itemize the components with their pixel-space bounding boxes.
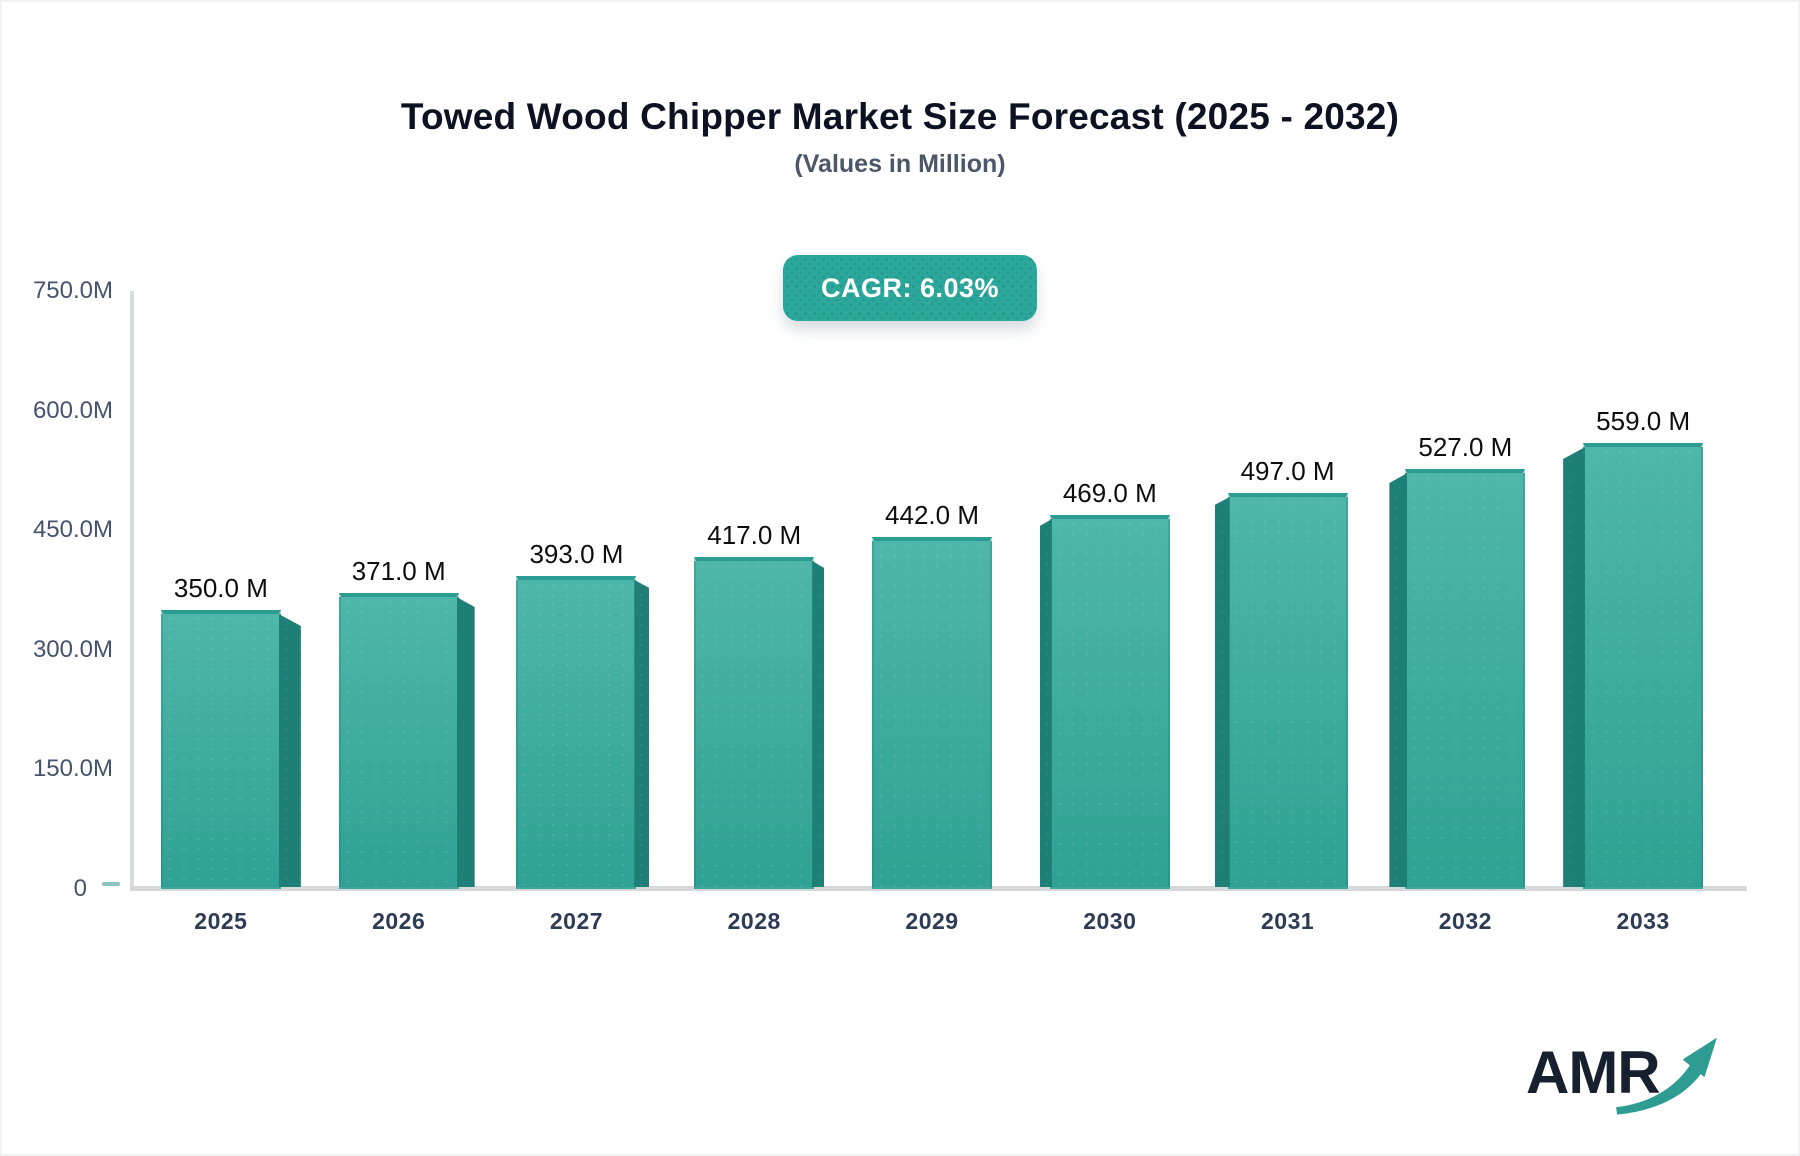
y-axis-tick-label: 150.0M	[32, 755, 113, 783]
bar-slot: 497.0 M	[1199, 291, 1377, 889]
bar-value-label: 417.0 M	[707, 520, 802, 550]
bar-value-label: 371.0 M	[351, 556, 446, 586]
chart-title: Towed Wood Chipper Market Size Forecast …	[400, 96, 1400, 137]
bar-2030[interactable]: 469.0 M	[1039, 478, 1170, 889]
bar-side-face	[456, 597, 475, 887]
x-axis-label-2025: 2025	[194, 908, 248, 934]
y-axis-tick-label: 450.0M	[32, 516, 113, 544]
bar-side-face	[634, 580, 650, 887]
bar-slot: 559.0 M	[1554, 291, 1732, 889]
bar-slot: 350.0 M	[132, 291, 310, 889]
bar-side-face	[812, 561, 825, 887]
bar-2031[interactable]: 497.0 M	[1214, 456, 1348, 889]
bar-2033[interactable]: 559.0 M	[1563, 406, 1704, 889]
cagr-badge: CAGR: 6.03%	[783, 255, 1037, 321]
x-axis-label-2032: 2032	[1438, 908, 1492, 934]
bar-2025[interactable]: 350.0 M	[160, 573, 301, 889]
bar-slot: 469.0 M	[1021, 291, 1199, 889]
bar-slot: 371.0 M	[310, 291, 488, 889]
bar-2027[interactable]: 393.0 M	[516, 539, 650, 889]
bar-2029[interactable]: 442.0 M	[872, 500, 993, 889]
bar-2028[interactable]: 417.0 M	[694, 520, 825, 889]
bar-slot: 393.0 M	[488, 291, 666, 889]
bar-value-label: 497.0 M	[1240, 456, 1335, 486]
chart-subtitle: (Values in Million)	[794, 150, 1006, 178]
bar-side-face	[1039, 519, 1052, 887]
bar-2032[interactable]: 527.0 M	[1389, 432, 1526, 889]
bar-side-face	[1389, 473, 1408, 887]
y-axis-tick-label: 750.0M	[32, 277, 113, 304]
bar-2026[interactable]: 371.0 M	[338, 556, 475, 889]
x-axis-label-2027: 2027	[549, 908, 604, 934]
growth-arrow-icon	[1616, 1037, 1717, 1115]
x-axis-label-2033: 2033	[1616, 908, 1670, 934]
amr-logo-text: AMR	[1526, 1039, 1661, 1106]
x-axis-label-2026: 2026	[372, 908, 426, 934]
x-axis-label-2029: 2029	[905, 908, 959, 934]
bar-value-label: 559.0 M	[1596, 406, 1691, 436]
y-axis-line	[130, 291, 134, 889]
bar-side-face	[1214, 497, 1230, 887]
x-axis-line	[130, 886, 1747, 891]
bar-value-label: 469.0 M	[1062, 478, 1157, 508]
bar-side-face	[278, 614, 301, 887]
x-axis-label-2031: 2031	[1260, 908, 1315, 934]
amr-logo: AMR	[1526, 1030, 1717, 1120]
bar-side-face	[1563, 447, 1586, 887]
x-axis-labels: 2025 2026 2027 2028 2029 2030 2031 2032 2033	[132, 908, 1732, 935]
x-axis-label-2028: 2028	[727, 908, 781, 934]
bar-value-label: 442.0 M	[885, 500, 979, 530]
y-axis-tick-label: 300.0M	[32, 635, 113, 663]
bar-value-label: 527.0 M	[1418, 432, 1513, 462]
bar-slot: 527.0 M	[1376, 291, 1554, 889]
bar-slot: 417.0 M	[665, 291, 843, 889]
y-axis-tick-label: 600.0M	[32, 396, 113, 424]
y-axis-tick-label: 0	[73, 875, 87, 902]
bar-series: 350.0 M 371.0 M 393.0 M 417.0 M 442.0 M 469.0…	[132, 291, 1732, 889]
bar-value-label: 350.0 M	[173, 573, 268, 603]
bar-slot: 442.0 M	[843, 291, 1021, 889]
zero-tick-mark	[102, 882, 120, 886]
bar-value-label: 393.0 M	[529, 539, 624, 569]
x-axis-label-2030: 2030	[1083, 908, 1137, 934]
